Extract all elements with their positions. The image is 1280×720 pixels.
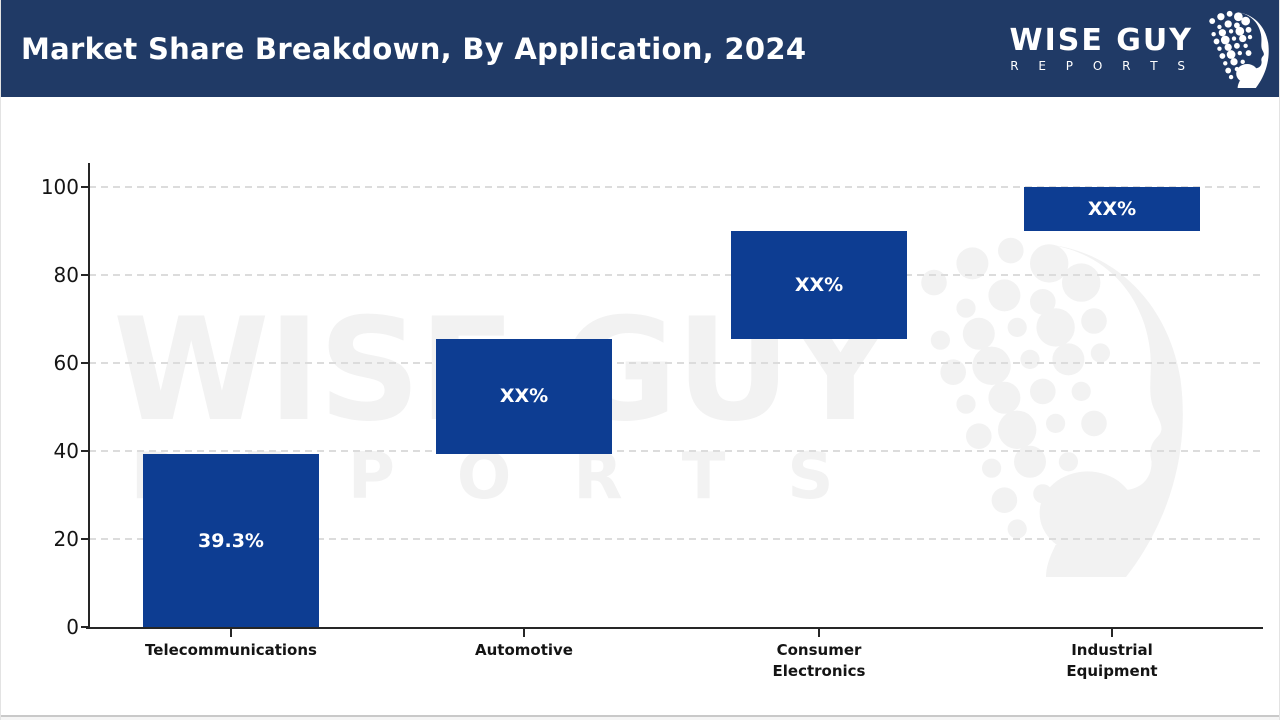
- watermark-head-icon: [921, 237, 1183, 577]
- x-axis-category-label-automotive: Automotive: [475, 641, 573, 659]
- x-axis-category-label-industrial-equipment: Industrial Equipment: [1066, 641, 1158, 680]
- x-axis-category-label-telecommunications: Telecommunications: [145, 641, 317, 659]
- logo-text-line1: WISE GUY: [1009, 22, 1193, 58]
- gridline-y-100: [89, 186, 1263, 188]
- x-axis-tick-consumer-electronics: [818, 629, 820, 637]
- y-axis-tick-label-20: 20: [53, 527, 79, 551]
- y-axis-tick-60: [81, 362, 89, 364]
- bar-consumer-electronics: XX%: [731, 231, 907, 339]
- x-axis-line: [86, 627, 1263, 629]
- header: Market Share Breakdown, By Application, …: [1, 0, 1279, 97]
- footer-divider: [1, 715, 1279, 720]
- y-axis-tick-80: [81, 274, 89, 276]
- y-axis-tick-100: [81, 186, 89, 188]
- y-axis-tick-20: [81, 538, 89, 540]
- x-axis-category-label-consumer-electronics: Consumer Electronics: [772, 641, 866, 680]
- logo-head-icon: [1209, 10, 1269, 88]
- bar-value-label-consumer-electronics: XX%: [794, 273, 844, 296]
- y-axis-tick-label-40: 40: [53, 439, 79, 463]
- gridline-y-60: [89, 362, 1263, 364]
- y-axis-tick-label-60: 60: [53, 351, 79, 375]
- bar-value-label-industrial-equipment: XX%: [1087, 198, 1137, 220]
- bar-industrial-equipment: XX%: [1024, 187, 1200, 231]
- x-axis-tick-industrial-equipment: [1111, 629, 1113, 637]
- y-axis-tick-0: [81, 626, 89, 628]
- y-axis-line: [88, 163, 90, 629]
- logo-text-line2: R E P O R T S: [1010, 58, 1193, 73]
- bar-value-label-telecommunications: 39.3%: [198, 529, 264, 552]
- logo-wordmark: WISE GUY R E P O R T S: [1009, 24, 1193, 73]
- x-axis-tick-automotive: [523, 629, 525, 637]
- bar-automotive: XX%: [436, 338, 612, 455]
- x-axis-tick-telecommunications: [230, 629, 232, 637]
- gridline-y-40: [89, 450, 1263, 452]
- gridline-y-20: [89, 538, 1263, 540]
- wise-guy-logo: WISE GUY R E P O R T S: [1009, 8, 1271, 88]
- y-axis-tick-label-100: 100: [40, 175, 79, 199]
- bar-value-label-automotive: XX%: [499, 385, 549, 408]
- gridline-y-80: [89, 274, 1263, 276]
- y-axis-tick-label-80: 80: [53, 263, 79, 287]
- y-axis-tick-label-0: 0: [66, 615, 79, 639]
- page-title: Market Share Breakdown, By Application, …: [21, 31, 807, 66]
- bar-telecommunications: 39.3%: [143, 454, 319, 627]
- y-axis-tick-40: [81, 450, 89, 452]
